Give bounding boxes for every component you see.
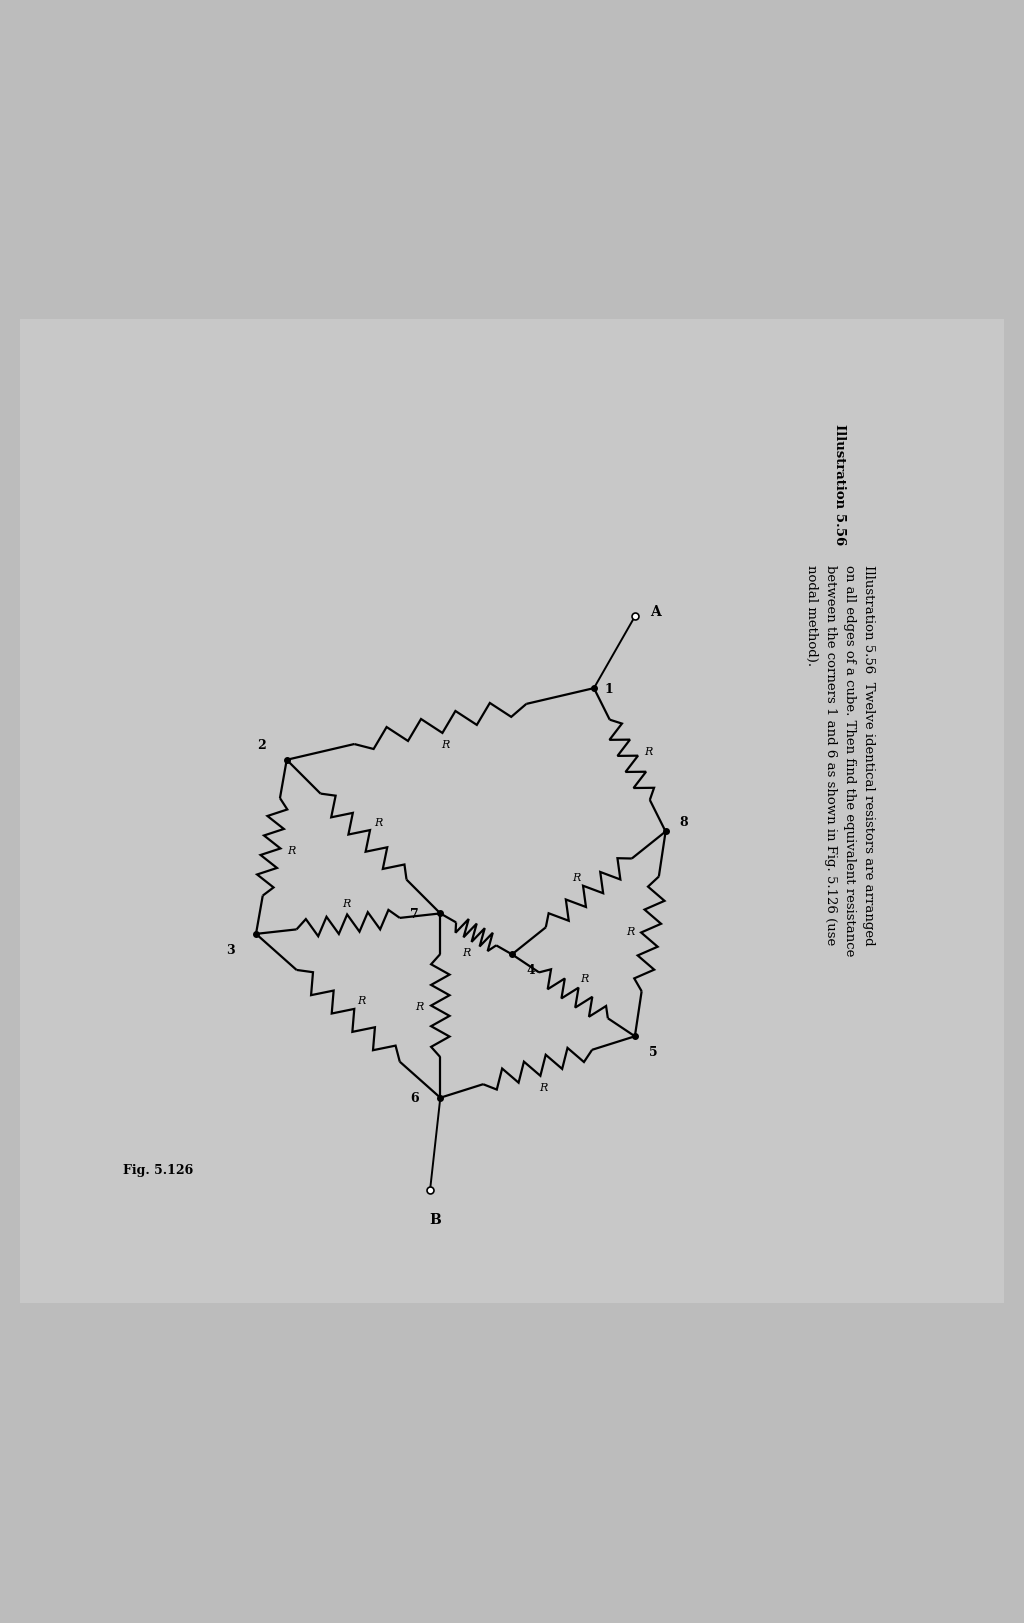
Text: R: R: [462, 948, 470, 958]
Text: R: R: [288, 846, 296, 855]
Text: 4: 4: [526, 964, 535, 977]
Text: B: B: [429, 1212, 441, 1227]
Text: R: R: [644, 747, 652, 756]
Text: Fig. 5.126: Fig. 5.126: [123, 1164, 194, 1177]
Text: Illustration 5.56  Twelve identical resistors are arranged
on all edges of a cub: Illustration 5.56 Twelve identical resis…: [805, 565, 874, 956]
Text: R: R: [440, 740, 450, 750]
Text: R: R: [342, 899, 350, 909]
Text: 1: 1: [605, 682, 613, 695]
Text: 6: 6: [411, 1092, 419, 1105]
Text: R: R: [357, 997, 366, 1006]
Text: R: R: [374, 818, 382, 828]
FancyBboxPatch shape: [20, 320, 1004, 1303]
Text: 5: 5: [649, 1045, 657, 1058]
Text: 7: 7: [411, 907, 419, 920]
Text: R: R: [571, 873, 581, 883]
Text: 3: 3: [226, 943, 234, 956]
Text: R: R: [540, 1083, 548, 1092]
Text: Illustration 5.56: Illustration 5.56: [834, 424, 846, 545]
Text: R: R: [416, 1001, 424, 1011]
Text: 8: 8: [680, 815, 688, 828]
Text: R: R: [581, 974, 589, 984]
Text: A: A: [650, 605, 660, 618]
Text: R: R: [626, 927, 634, 936]
Text: 2: 2: [257, 738, 265, 751]
